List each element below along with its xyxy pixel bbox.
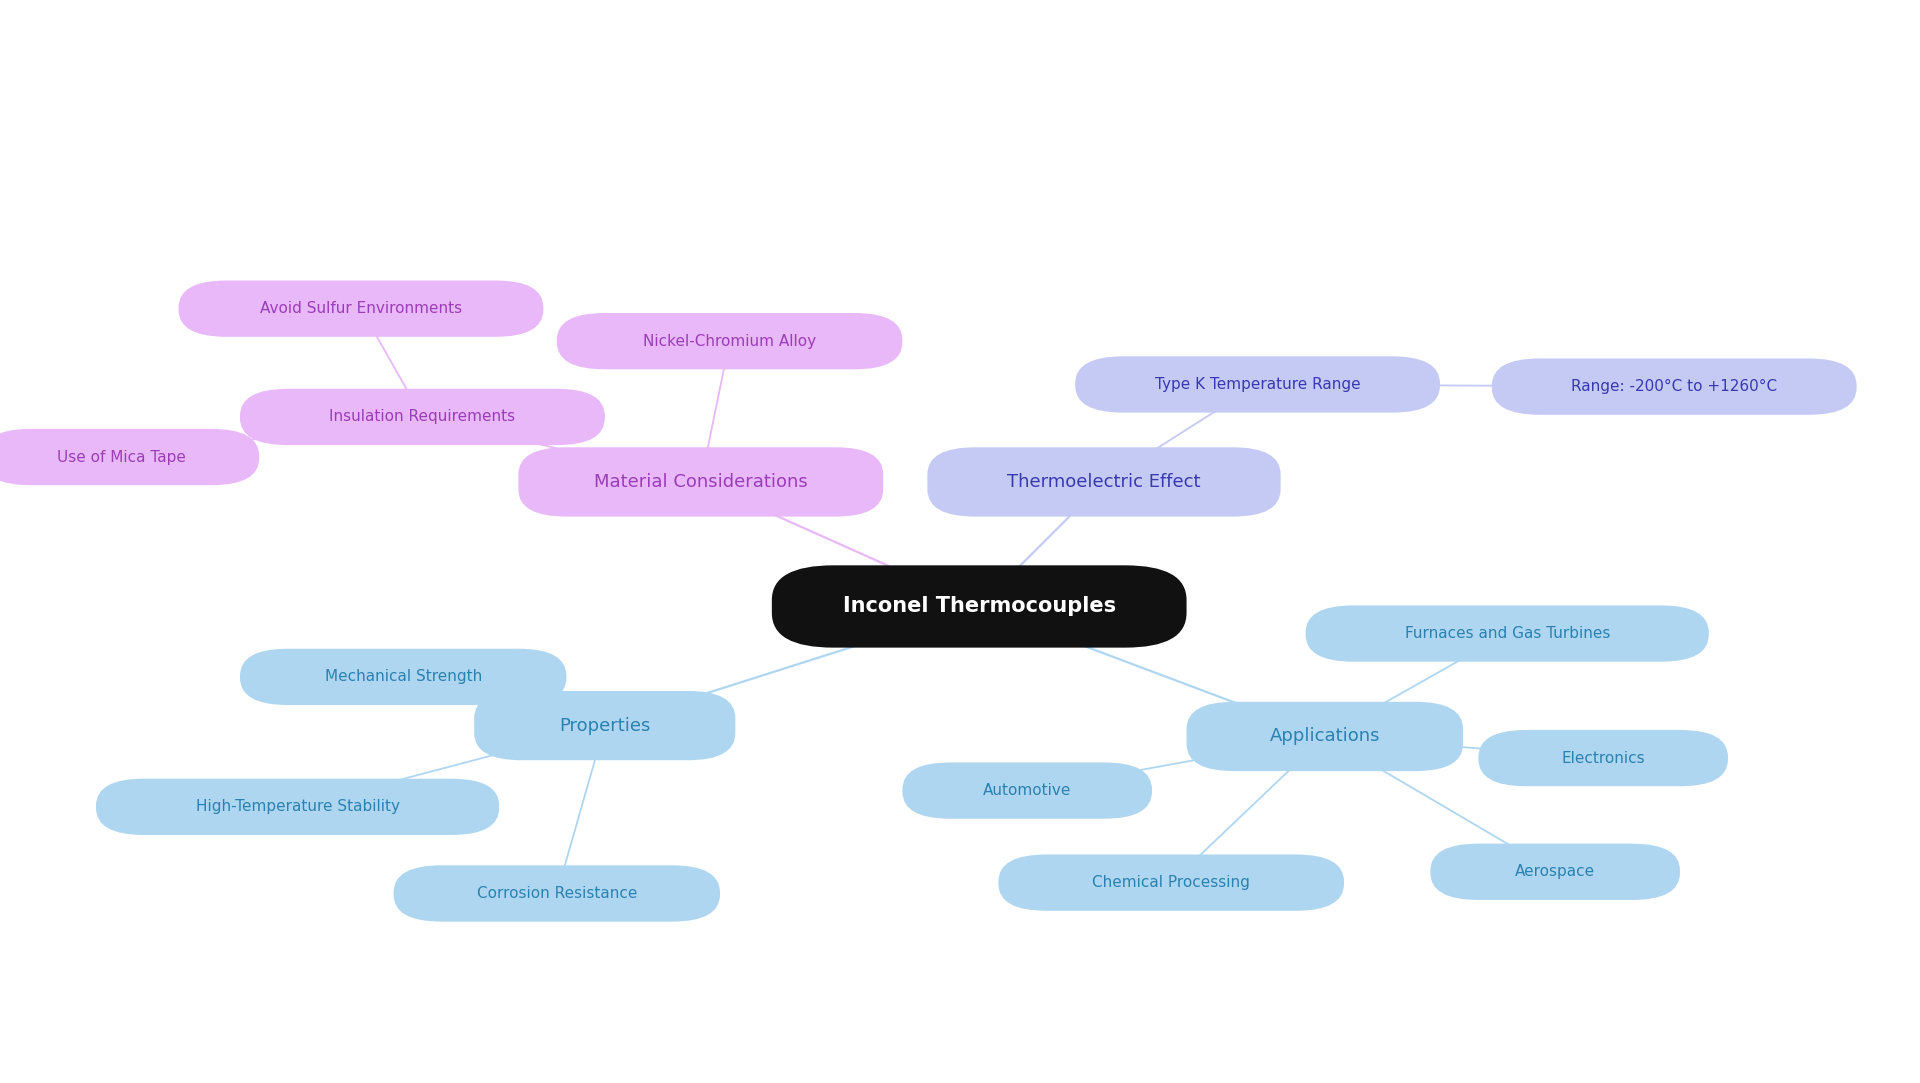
Text: Avoid Sulfur Environments: Avoid Sulfur Environments bbox=[259, 301, 463, 316]
Text: Automotive: Automotive bbox=[983, 783, 1071, 798]
FancyBboxPatch shape bbox=[240, 649, 566, 705]
FancyBboxPatch shape bbox=[394, 865, 720, 922]
FancyBboxPatch shape bbox=[772, 565, 1187, 648]
FancyBboxPatch shape bbox=[0, 429, 259, 485]
Text: Corrosion Resistance: Corrosion Resistance bbox=[476, 886, 637, 901]
Text: Furnaces and Gas Turbines: Furnaces and Gas Turbines bbox=[1405, 626, 1609, 641]
Text: Inconel Thermocouples: Inconel Thermocouples bbox=[843, 597, 1116, 616]
Text: Use of Mica Tape: Use of Mica Tape bbox=[56, 449, 186, 465]
Text: Range: -200°C to +1260°C: Range: -200°C to +1260°C bbox=[1571, 379, 1778, 394]
FancyBboxPatch shape bbox=[240, 389, 605, 445]
FancyBboxPatch shape bbox=[1478, 730, 1728, 786]
Text: Aerospace: Aerospace bbox=[1515, 864, 1596, 879]
Text: Applications: Applications bbox=[1269, 728, 1380, 745]
FancyBboxPatch shape bbox=[1075, 356, 1440, 413]
Text: Mechanical Strength: Mechanical Strength bbox=[324, 669, 482, 684]
FancyBboxPatch shape bbox=[474, 691, 735, 760]
Text: Material Considerations: Material Considerations bbox=[593, 473, 808, 491]
FancyBboxPatch shape bbox=[1306, 605, 1709, 662]
Text: Insulation Requirements: Insulation Requirements bbox=[330, 409, 515, 425]
Text: Nickel-Chromium Alloy: Nickel-Chromium Alloy bbox=[643, 334, 816, 349]
Text: Type K Temperature Range: Type K Temperature Range bbox=[1154, 377, 1361, 392]
FancyBboxPatch shape bbox=[927, 447, 1281, 517]
Text: Chemical Processing: Chemical Processing bbox=[1092, 875, 1250, 890]
FancyBboxPatch shape bbox=[518, 447, 883, 517]
FancyBboxPatch shape bbox=[902, 762, 1152, 819]
FancyBboxPatch shape bbox=[96, 779, 499, 835]
FancyBboxPatch shape bbox=[179, 280, 543, 337]
Text: Thermoelectric Effect: Thermoelectric Effect bbox=[1008, 473, 1200, 491]
Text: Properties: Properties bbox=[559, 717, 651, 734]
FancyBboxPatch shape bbox=[1430, 844, 1680, 900]
FancyBboxPatch shape bbox=[998, 854, 1344, 911]
Text: Electronics: Electronics bbox=[1561, 751, 1645, 766]
Text: High-Temperature Stability: High-Temperature Stability bbox=[196, 799, 399, 814]
FancyBboxPatch shape bbox=[1187, 702, 1463, 771]
FancyBboxPatch shape bbox=[557, 313, 902, 369]
FancyBboxPatch shape bbox=[1492, 358, 1857, 415]
